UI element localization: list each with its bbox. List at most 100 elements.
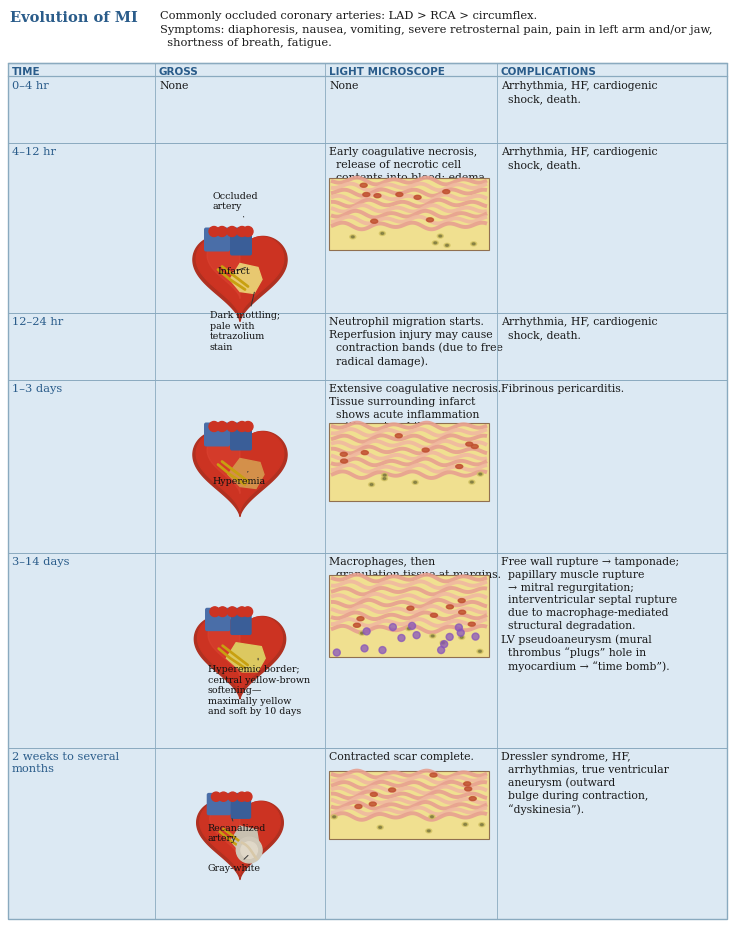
Circle shape — [227, 606, 237, 617]
FancyBboxPatch shape — [205, 607, 230, 631]
Polygon shape — [209, 803, 240, 858]
Ellipse shape — [468, 622, 476, 626]
Circle shape — [243, 792, 252, 801]
FancyBboxPatch shape — [204, 228, 230, 252]
Text: Commonly occluded coronary arteries: LAD > RCA > circumflex.
Symptoms: diaphores: Commonly occluded coronary arteries: LAD… — [160, 11, 712, 49]
Ellipse shape — [478, 823, 485, 827]
Circle shape — [237, 227, 247, 236]
Ellipse shape — [431, 815, 434, 817]
Text: 1–3 days: 1–3 days — [12, 384, 62, 394]
Circle shape — [237, 837, 262, 863]
Ellipse shape — [456, 465, 463, 468]
Polygon shape — [228, 458, 264, 489]
Polygon shape — [207, 239, 240, 299]
Text: Contracted scar complete.: Contracted scar complete. — [329, 752, 474, 762]
Ellipse shape — [368, 482, 375, 486]
Ellipse shape — [381, 473, 387, 477]
Circle shape — [237, 422, 247, 431]
Ellipse shape — [369, 802, 376, 806]
Polygon shape — [193, 431, 287, 517]
FancyBboxPatch shape — [329, 575, 489, 657]
Ellipse shape — [430, 634, 436, 638]
Text: Arrhythmia, HF, cardiogenic
  shock, death.: Arrhythmia, HF, cardiogenic shock, death… — [501, 317, 658, 340]
Ellipse shape — [432, 241, 438, 244]
Polygon shape — [200, 801, 280, 874]
Circle shape — [363, 628, 370, 634]
Ellipse shape — [464, 782, 470, 786]
Ellipse shape — [437, 234, 443, 238]
Circle shape — [237, 606, 247, 617]
FancyBboxPatch shape — [207, 793, 231, 815]
Text: 0–4 hr: 0–4 hr — [12, 81, 49, 91]
Circle shape — [361, 645, 368, 652]
Ellipse shape — [396, 192, 403, 197]
Text: Arrhythmia, HF, cardiogenic
  shock, death.: Arrhythmia, HF, cardiogenic shock, death… — [501, 81, 658, 104]
Ellipse shape — [477, 649, 483, 653]
Text: None: None — [329, 81, 359, 91]
Circle shape — [237, 792, 246, 801]
Ellipse shape — [426, 217, 434, 222]
Circle shape — [446, 634, 453, 640]
Ellipse shape — [370, 792, 377, 797]
Ellipse shape — [465, 787, 472, 791]
Circle shape — [243, 422, 253, 431]
Circle shape — [227, 227, 237, 236]
Circle shape — [398, 634, 405, 642]
Circle shape — [243, 606, 253, 617]
Ellipse shape — [389, 788, 395, 792]
Ellipse shape — [470, 481, 473, 483]
Polygon shape — [208, 619, 240, 676]
Ellipse shape — [477, 472, 484, 476]
Ellipse shape — [340, 453, 347, 456]
Ellipse shape — [331, 815, 337, 819]
Circle shape — [457, 629, 465, 636]
Ellipse shape — [379, 231, 385, 235]
Ellipse shape — [374, 194, 381, 198]
Ellipse shape — [434, 242, 437, 244]
Ellipse shape — [442, 642, 445, 644]
Circle shape — [241, 842, 257, 858]
Ellipse shape — [395, 434, 402, 438]
Polygon shape — [197, 801, 283, 880]
Text: Extensive coagulative necrosis.
Tissue surrounding infarct
  shows acute inflamm: Extensive coagulative necrosis. Tissue s… — [329, 384, 501, 432]
Text: None: None — [159, 81, 188, 91]
Circle shape — [228, 792, 237, 801]
Circle shape — [333, 649, 340, 656]
Ellipse shape — [439, 235, 442, 237]
Ellipse shape — [472, 243, 475, 244]
Text: GROSS: GROSS — [159, 67, 198, 77]
Text: Macrophages, then
  granulation tissue at margins.: Macrophages, then granulation tissue at … — [329, 557, 501, 579]
Circle shape — [472, 634, 479, 640]
Ellipse shape — [431, 635, 434, 637]
Ellipse shape — [458, 599, 465, 603]
Ellipse shape — [442, 189, 450, 194]
Ellipse shape — [414, 195, 421, 200]
Ellipse shape — [478, 650, 481, 652]
Ellipse shape — [357, 617, 364, 620]
Text: Neutrophil migration starts.
Reperfusion injury may cause
  contraction bands (d: Neutrophil migration starts. Reperfusion… — [329, 317, 503, 367]
Ellipse shape — [469, 480, 475, 484]
Circle shape — [212, 792, 220, 801]
Polygon shape — [198, 617, 282, 693]
Ellipse shape — [370, 483, 373, 485]
Ellipse shape — [446, 605, 453, 609]
FancyBboxPatch shape — [329, 771, 489, 839]
Ellipse shape — [469, 797, 476, 801]
Circle shape — [243, 227, 253, 236]
FancyBboxPatch shape — [329, 423, 489, 501]
Text: 4–12 hr: 4–12 hr — [12, 147, 56, 157]
Ellipse shape — [464, 824, 467, 826]
Ellipse shape — [383, 474, 386, 476]
Text: Dressler syndrome, HF,
  arrhythmias, true ventricular
  aneurysm (outward
  bul: Dressler syndrome, HF, arrhythmias, true… — [501, 752, 669, 815]
FancyBboxPatch shape — [230, 228, 252, 256]
Text: LIGHT MICROSCOPE: LIGHT MICROSCOPE — [329, 67, 445, 77]
Polygon shape — [196, 432, 284, 511]
Ellipse shape — [340, 459, 348, 463]
Text: 12–24 hr: 12–24 hr — [12, 317, 63, 327]
Polygon shape — [230, 263, 262, 294]
Ellipse shape — [363, 192, 370, 197]
Ellipse shape — [362, 451, 368, 454]
Ellipse shape — [379, 827, 381, 829]
Polygon shape — [194, 617, 286, 699]
Text: Hyperemic border;
central yellow-brown
softening—
maximally yellow
and soft by 1: Hyperemic border; central yellow-brown s… — [208, 659, 310, 717]
